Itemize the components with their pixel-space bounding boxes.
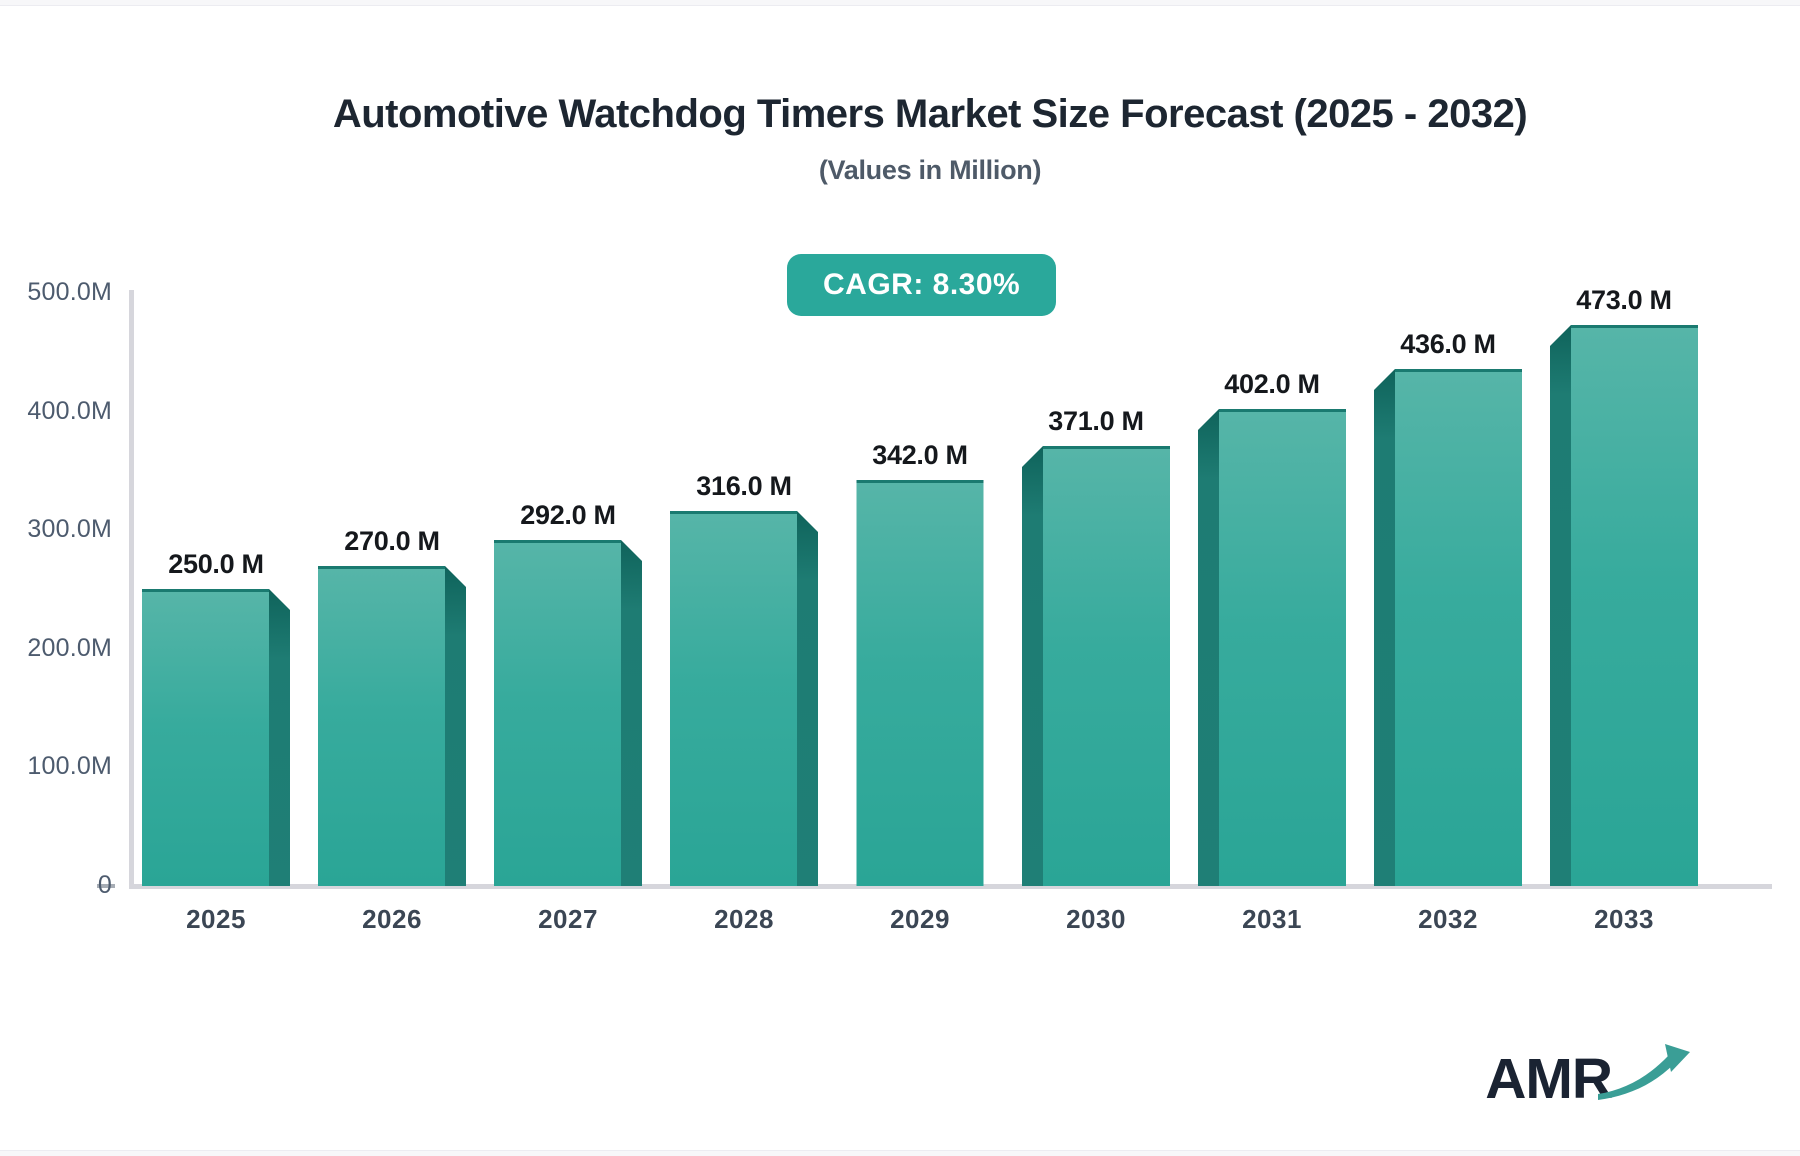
x-axis-label-2025: 2025 <box>186 904 246 934</box>
chart-header: Automotive Watchdog Timers Market Size F… <box>60 92 1800 186</box>
y-tick-label: 300.0M <box>27 515 112 544</box>
bar-3d-side <box>269 589 290 886</box>
bar-face <box>856 480 984 886</box>
bar-face <box>1219 409 1346 886</box>
bar-2033: 473.0 M <box>1550 285 1698 886</box>
bar-2028: 316.0 M <box>670 471 818 886</box>
amr-logo: AMR <box>1485 1042 1692 1108</box>
page-top-border <box>0 0 1800 6</box>
y-tick-label: 0 <box>97 871 112 899</box>
bar-face <box>1395 369 1522 886</box>
bar-face <box>670 511 797 886</box>
chart-subtitle: (Values in Million) <box>818 155 1042 185</box>
bar-slot-2033: 473.0 M 2033 <box>1536 285 1712 934</box>
bar-2026: 270.0 M <box>318 526 466 886</box>
bar-face <box>142 589 269 886</box>
bar-value-label: 473.0 M <box>1576 285 1672 315</box>
bar-slot-2028: 316.0 M 2028 <box>656 293 832 934</box>
y-tick-label: 400.0M <box>27 396 112 425</box>
bar-face <box>494 540 621 886</box>
bar-face <box>1043 446 1170 886</box>
bar-2027: 292.0 M <box>494 500 642 886</box>
bar-slot-2030: 371.0 M 2030 <box>1008 293 1184 934</box>
chart-title: Automotive Watchdog Timers Market Size F… <box>332 92 1528 136</box>
bar-2029: 342.0 M <box>856 440 984 886</box>
bar-3d-side <box>1198 409 1219 886</box>
bar-3d-side <box>797 511 818 886</box>
bar-slot-2025: 250.0 M 2025 <box>128 293 304 934</box>
bar-value-label: 436.0 M <box>1400 329 1496 359</box>
bar-3d-side <box>621 540 642 886</box>
bar-value-label: 270.0 M <box>344 526 440 556</box>
bar-3d-side <box>1374 369 1395 886</box>
bar-slot-2031: 402.0 M 2031 <box>1184 293 1360 934</box>
y-axis-line <box>129 290 134 889</box>
x-axis-label-2029: 2029 <box>890 904 950 934</box>
bar-slot-2029: 342.0 M 2029 <box>832 293 1008 934</box>
amr-logo-text: AMR <box>1485 1047 1613 1111</box>
bar-value-label: 402.0 M <box>1224 369 1320 399</box>
x-axis-label-2031: 2031 <box>1242 904 1302 934</box>
bar-2032: 436.0 M <box>1374 329 1522 886</box>
plot-area: 250.0 M 2025 270.0 M 2026 292.0 M 2027 316.0 M… <box>128 285 1712 934</box>
bar-2025: 250.0 M <box>142 549 290 886</box>
x-axis-label-2028: 2028 <box>714 904 774 934</box>
page-bottom-border <box>0 1150 1800 1156</box>
bar-slot-2032: 436.0 M 2032 <box>1360 293 1536 934</box>
y-tick-label: 500.0M <box>27 278 112 306</box>
cagr-badge: CAGR: 8.30% <box>787 254 1057 316</box>
bar-3d-side <box>1022 446 1043 886</box>
x-axis-label-2030: 2030 <box>1066 904 1126 934</box>
bar-value-label: 250.0 M <box>168 549 264 579</box>
bar-value-label: 342.0 M <box>872 440 968 470</box>
bar-2031: 402.0 M <box>1198 369 1346 886</box>
bar-value-label: 371.0 M <box>1048 406 1144 436</box>
bar-slot-2026: 270.0 M 2026 <box>304 293 480 934</box>
zero-tick-mark <box>97 884 115 888</box>
growth-arrow-icon <box>1598 1044 1690 1100</box>
x-axis-label-2032: 2032 <box>1418 904 1478 934</box>
x-axis-label-2027: 2027 <box>538 904 598 934</box>
y-tick-label: 200.0M <box>27 633 112 662</box>
bar-value-label: 292.0 M <box>520 500 616 530</box>
bar-3d-side <box>1550 325 1571 886</box>
x-axis-label-2033: 2033 <box>1594 904 1654 934</box>
bar-2030: 371.0 M <box>1022 406 1170 886</box>
bar-face <box>318 566 445 886</box>
x-axis-label-2026: 2026 <box>362 904 422 934</box>
bar-slot-2027: 292.0 M 2027 <box>480 293 656 934</box>
bar-3d-side <box>445 566 466 886</box>
x-axis-line <box>129 884 1772 889</box>
bar-face <box>1571 325 1698 886</box>
bar-value-label: 316.0 M <box>696 471 792 501</box>
y-tick-label: 100.0M <box>27 752 112 781</box>
